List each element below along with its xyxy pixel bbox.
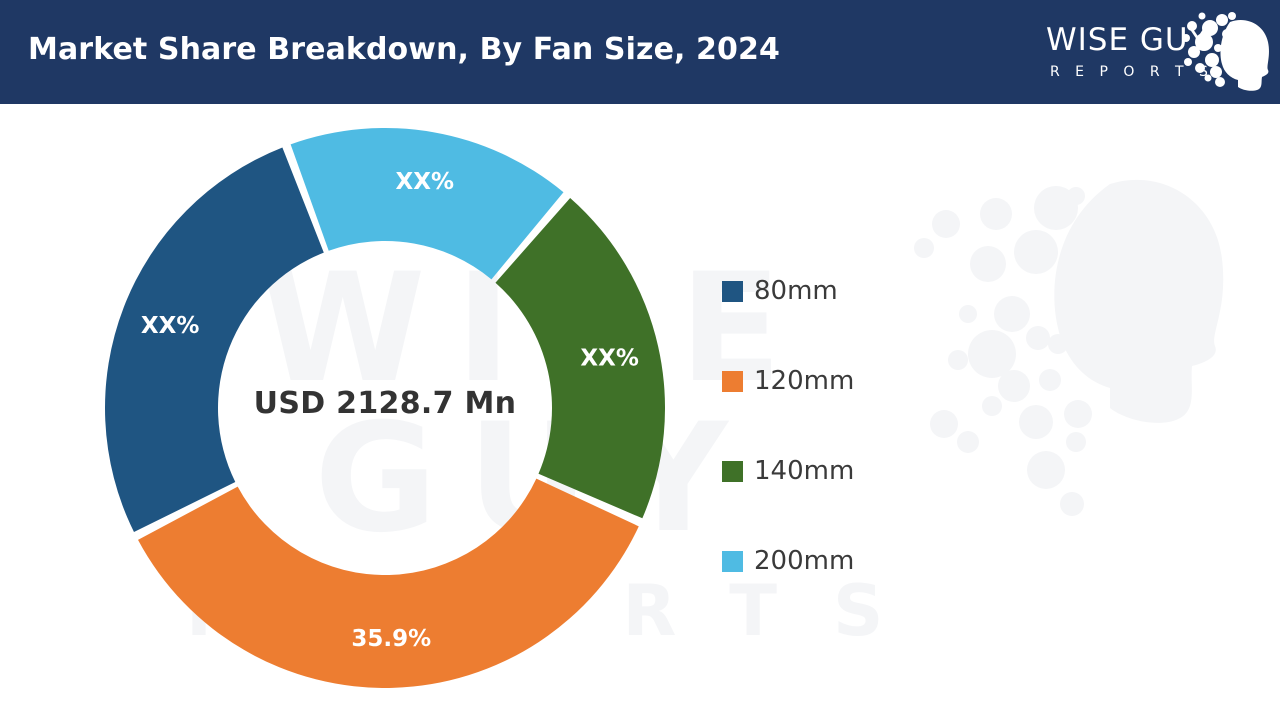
- legend-item-80mm[interactable]: 80mm: [722, 246, 982, 336]
- donut-chart-svg: XX% XX% 35.9% XX%: [105, 128, 665, 688]
- legend-label-80mm: 80mm: [754, 276, 838, 306]
- donut-slices: [105, 128, 665, 688]
- donut-center-value: USD 2128.7 Mn: [253, 386, 517, 421]
- chart-legend: 80mm 120mm 140mm 200mm: [722, 246, 982, 606]
- donut-slice-label-200mm: XX%: [396, 169, 455, 195]
- donut-slice-80mm[interactable]: [105, 147, 324, 533]
- donut-slice-120mm[interactable]: [138, 478, 639, 688]
- legend-label-140mm: 140mm: [754, 456, 855, 486]
- legend-label-120mm: 120mm: [754, 366, 855, 396]
- legend-item-140mm[interactable]: 140mm: [722, 426, 982, 516]
- legend-swatch-140mm: [722, 460, 743, 482]
- wise-guy-reports-logo: WISE GUY R E P O R T S: [1042, 8, 1272, 96]
- legend-swatch-200mm: [722, 550, 743, 572]
- legend-label-200mm: 200mm: [754, 546, 855, 576]
- legend-item-120mm[interactable]: 120mm: [722, 336, 982, 426]
- legend-swatch-120mm: [722, 370, 743, 392]
- donut-slice-label-120mm: 35.9%: [351, 626, 431, 652]
- donut-chart: XX% XX% 35.9% XX%: [105, 128, 665, 688]
- donut-slice-label-140mm: XX%: [580, 345, 639, 371]
- donut-slice-140mm[interactable]: [495, 197, 665, 519]
- legend-swatch-80mm: [722, 280, 743, 302]
- logo-wordmark-primary: WISE GUY: [1046, 22, 1209, 58]
- header-bar: Market Share Breakdown, By Fan Size, 202…: [0, 0, 1280, 104]
- donut-slice-200mm[interactable]: [290, 128, 564, 280]
- donut-slice-labels: XX% XX% 35.9% XX%: [141, 169, 639, 652]
- donut-slice-label-80mm: XX%: [141, 313, 200, 339]
- legend-item-200mm[interactable]: 200mm: [722, 516, 982, 606]
- logo-wordmark-secondary: R E P O R T S: [1050, 64, 1213, 80]
- logo-head-profile-dots-icon: [1182, 12, 1269, 91]
- page-title: Market Share Breakdown, By Fan Size, 202…: [28, 32, 780, 67]
